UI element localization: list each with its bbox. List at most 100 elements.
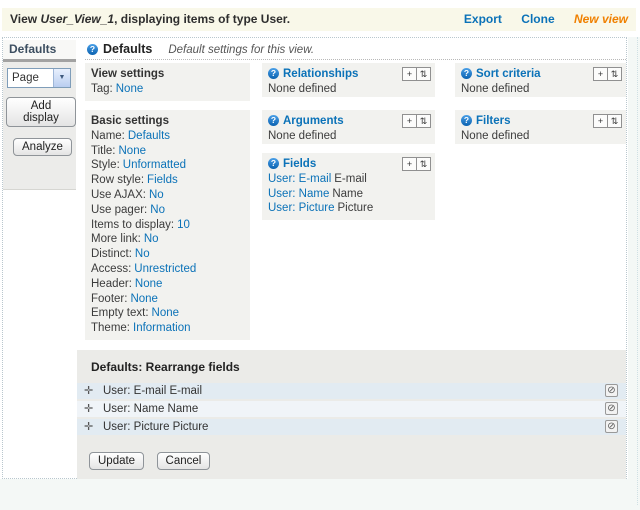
- sort-criteria-box: ? Sort criteria None defined + ⇅: [455, 63, 626, 97]
- drag-handle-icon[interactable]: ✛: [84, 385, 94, 397]
- setting-row: Theme: Information: [91, 321, 244, 336]
- setting-value-link[interactable]: No: [148, 188, 164, 201]
- setting-value-link[interactable]: None: [115, 82, 144, 95]
- setting-row: Header: None: [91, 277, 244, 292]
- fields-box: ? Fields User: E-mail E-mail User: Name Nam…: [262, 153, 435, 221]
- setting-value-link[interactable]: 10: [177, 218, 190, 231]
- setting-value-link[interactable]: None: [151, 307, 180, 320]
- add-display-button[interactable]: Add display: [6, 97, 76, 127]
- add-icon[interactable]: +: [402, 157, 417, 171]
- remove-icon[interactable]: ⊘: [605, 402, 618, 415]
- field-label-suffix: Picture: [337, 202, 374, 215]
- sort-criteria-empty-text: None defined: [461, 82, 530, 95]
- relationships-title-link[interactable]: Relationships: [283, 68, 359, 80]
- analyze-button[interactable]: Analyze: [13, 138, 72, 156]
- relationships-empty-text: None defined: [268, 82, 337, 95]
- filters-empty-text: None defined: [461, 129, 530, 142]
- rearrange-icon[interactable]: ⇅: [416, 157, 431, 171]
- setting-label: Footer:: [91, 292, 128, 305]
- rearrange-icon[interactable]: ⇅: [416, 114, 431, 128]
- add-icon[interactable]: +: [593, 114, 608, 128]
- rearrange-icon[interactable]: ⇅: [607, 114, 622, 128]
- setting-label: More link:: [91, 233, 141, 246]
- help-icon[interactable]: ?: [268, 115, 279, 126]
- help-icon[interactable]: ?: [268, 68, 279, 79]
- display-type-select[interactable]: Page ▼: [7, 68, 71, 88]
- export-link[interactable]: Export: [463, 12, 502, 26]
- display-sidebar: Page ▼ Add display Analyze: [3, 62, 76, 190]
- setting-value-link[interactable]: Fields: [147, 174, 178, 187]
- rearrange-row-label: User: E-mail E-mail: [103, 385, 203, 397]
- help-icon[interactable]: ?: [268, 158, 279, 169]
- setting-label: Theme:: [91, 322, 130, 335]
- rearrange-fields-section: Defaults: Rearrange fields ✛ User: E-mai…: [77, 350, 626, 479]
- setting-value-link[interactable]: Information: [133, 322, 191, 335]
- tab-underline: [3, 59, 76, 62]
- setting-row: Name: Defaults: [91, 129, 244, 144]
- setting-value-link[interactable]: No: [150, 203, 165, 216]
- remove-icon[interactable]: ⊘: [605, 420, 618, 433]
- setting-row: More link: No: [91, 232, 244, 247]
- setting-value-link[interactable]: Defaults: [127, 129, 171, 142]
- cancel-button[interactable]: Cancel: [156, 452, 211, 470]
- page-bottom-area: [0, 479, 640, 510]
- field-link[interactable]: User: E-mail: [268, 172, 332, 185]
- help-icon[interactable]: ?: [461, 115, 472, 126]
- setting-row: Style: Unformatted: [91, 158, 244, 173]
- filters-box: ? Filters None defined + ⇅: [455, 110, 626, 144]
- setting-label: Title:: [91, 144, 116, 157]
- views-ui-container: Defaults Page ▼ Add display Analyze ? Def…: [2, 37, 627, 479]
- new-view-link[interactable]: New view: [573, 12, 628, 26]
- view-settings-rows: Tag: None: [91, 82, 244, 97]
- setting-label: Use AJAX:: [91, 188, 146, 201]
- setting-value-link[interactable]: No: [134, 248, 150, 261]
- remove-icon[interactable]: ⊘: [605, 384, 618, 397]
- setting-label: Distinct:: [91, 248, 132, 261]
- setting-value-link[interactable]: None: [118, 144, 147, 157]
- setting-value-link[interactable]: None: [134, 277, 163, 290]
- rearrange-row: ✛ User: Name Name ⊘: [77, 401, 626, 417]
- setting-row: Tag: None: [91, 82, 244, 97]
- setting-row: Row style: Fields: [91, 173, 244, 188]
- view-action-links: Export Clone New view: [448, 8, 628, 31]
- sort-criteria-title-link[interactable]: Sort criteria: [476, 68, 541, 80]
- setting-value-link[interactable]: None: [130, 292, 158, 305]
- field-link[interactable]: User: Picture: [268, 202, 335, 215]
- setting-value-link[interactable]: Unrestricted: [134, 262, 197, 275]
- rearrange-icon[interactable]: ⇅: [416, 67, 431, 81]
- setting-row: Title: None: [91, 144, 244, 159]
- tab-defaults[interactable]: Defaults: [3, 40, 76, 59]
- arguments-actions: + ⇅: [402, 114, 431, 129]
- clone-link[interactable]: Clone: [521, 12, 555, 26]
- field-label-suffix: Name: [332, 187, 364, 200]
- fields-actions: + ⇅: [402, 157, 431, 172]
- rearrange-row: ✛ User: Picture Picture ⊘: [77, 419, 626, 435]
- field-link[interactable]: User: Name: [268, 187, 330, 200]
- field-label-suffix: E-mail: [334, 172, 367, 185]
- filters-title-link[interactable]: Filters: [476, 115, 511, 127]
- drag-handle-icon[interactable]: ✛: [84, 421, 94, 433]
- add-icon[interactable]: +: [593, 67, 608, 81]
- rearrange-icon[interactable]: ⇅: [607, 67, 622, 81]
- setting-value-link[interactable]: Unformatted: [122, 159, 187, 172]
- add-icon[interactable]: +: [402, 67, 417, 81]
- arguments-empty-text: None defined: [268, 129, 337, 142]
- help-icon[interactable]: ?: [461, 68, 472, 79]
- arguments-title-link[interactable]: Arguments: [283, 115, 344, 127]
- help-icon[interactable]: ?: [87, 44, 98, 55]
- update-button[interactable]: Update: [89, 452, 145, 470]
- view-name: User_View_1: [40, 12, 115, 26]
- fields-title-link[interactable]: Fields: [283, 158, 317, 170]
- add-icon[interactable]: +: [402, 114, 417, 128]
- view-status-suffix: , displaying items of type User.: [114, 12, 291, 26]
- setting-value-link[interactable]: No: [143, 233, 159, 246]
- field-row: User: Name Name: [268, 187, 429, 202]
- drag-handle-icon[interactable]: ✛: [84, 403, 94, 415]
- setting-row: Access: Unrestricted: [91, 262, 244, 277]
- chevron-down-icon[interactable]: ▼: [53, 69, 70, 87]
- view-status-text: View User_View_1, displaying items of ty…: [10, 8, 290, 31]
- fields-list: User: E-mail E-mail User: Name Name User: …: [268, 172, 429, 216]
- page-right-border: [637, 37, 638, 505]
- setting-label: Empty text:: [91, 307, 149, 320]
- view-status-prefix: View: [10, 12, 38, 26]
